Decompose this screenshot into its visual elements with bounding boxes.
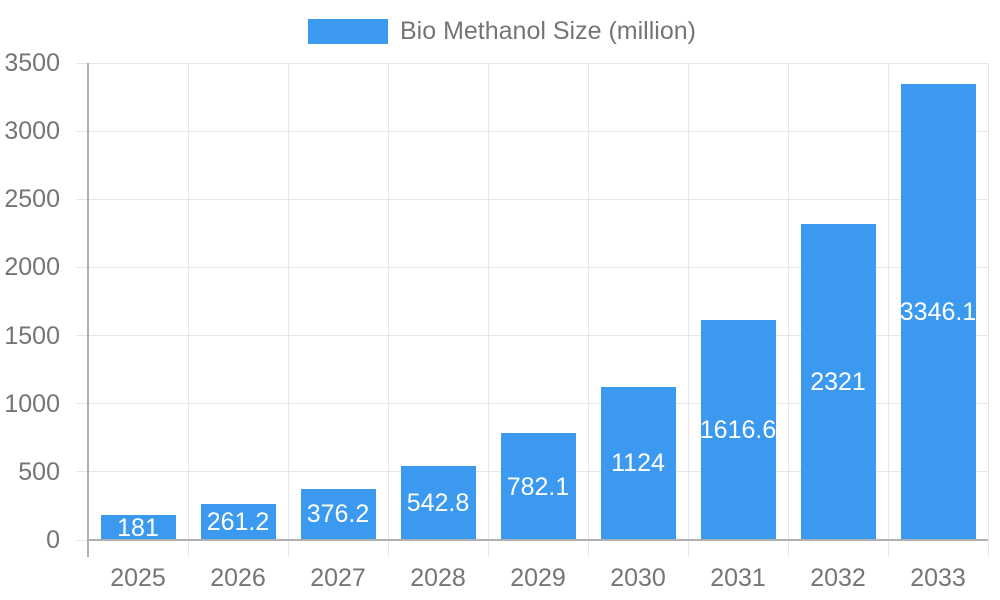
y-tick-label: 2500 [4,185,60,214]
bar-2030[interactable]: 1124 [600,386,676,540]
gridline-vertical [587,63,589,540]
y-tick-label: 1500 [4,321,60,350]
x-axis-line [88,539,988,541]
y-tick-label: 1000 [4,389,60,418]
plot-area: 181 261.2 376.2 542.8 782.1 1124 1616.6 2321 334… [76,62,989,557]
x-tick-label: 2025 [110,564,166,592]
gridline-horizontal [76,335,988,337]
gridline-vertical [387,63,389,540]
y-tick-label: 3500 [4,49,60,77]
gridline-vertical [787,63,789,540]
bar-2028[interactable]: 542.8 [400,466,476,540]
x-tick-mark [287,540,289,557]
gridline-vertical [687,63,689,540]
gridline-horizontal [76,266,988,268]
bar-value-label: 1616.6 [699,415,777,444]
x-tick-mark [787,540,789,557]
bar-value-label: 1124 [611,449,665,478]
bar-value-label: 2321 [810,367,866,396]
y-tick-label: 500 [18,457,60,486]
x-tick-mark [187,540,189,557]
gridline-vertical [487,63,489,540]
x-tick-label: 2030 [610,564,666,592]
x-tick-label: 2026 [210,564,266,592]
x-tick-mark [387,540,389,557]
x-tick-mark [487,540,489,557]
bar-2033[interactable]: 3346.1 [899,83,977,540]
x-tick-label: 2028 [410,564,466,592]
x-tick-label: 2031 [710,564,766,592]
bar-value-label: 261.2 [206,508,270,537]
x-tick-label: 2032 [810,564,866,592]
x-tick-label: 2027 [310,564,366,592]
y-axis-labels: 0 500 1000 1500 2000 2500 3000 3500 [0,50,74,553]
bar-value-label: 782.1 [506,472,570,501]
gridline-horizontal [76,403,988,405]
gridline-vertical [187,63,189,540]
bar-2025[interactable]: 181 [100,513,176,542]
bar-value-label: 3346.1 [899,297,977,326]
gridline-vertical [287,63,289,540]
bar-2029[interactable]: 782.1 [500,433,576,540]
legend-swatch [308,18,388,44]
x-tick-mark [887,540,889,557]
legend-title: Bio Methanol Size (million) [400,17,696,45]
x-tick-label: 2033 [910,564,966,592]
y-tick-label: 2000 [4,253,60,282]
gridline-vertical [987,63,989,540]
x-tick-mark [687,540,689,557]
y-tick-label: 0 [46,526,60,554]
y-tick-label: 3000 [4,117,60,146]
x-axis-labels: 2025 2026 2027 2028 2029 2030 2031 2032 2033 [88,561,988,591]
bar-value-label: 542.8 [406,489,470,517]
gridline-vertical [887,63,889,540]
legend: Bio Methanol Size (million) [308,18,696,44]
bar-value-label: 376.2 [306,500,370,529]
bar-2031[interactable]: 1616.6 [699,319,777,540]
bar-2026[interactable]: 261.2 [200,504,276,540]
x-tick-mark [987,540,989,557]
x-tick-label: 2029 [510,564,566,592]
bar-2027[interactable]: 376.2 [300,488,376,540]
x-tick-mark [587,540,589,557]
gridline-horizontal [76,130,988,132]
bar-value-label: 181 [117,513,159,542]
gridline-horizontal [76,62,988,64]
y-axis-line [87,63,89,557]
gridline-horizontal [76,198,988,200]
bar-2032[interactable]: 2321 [800,223,876,540]
